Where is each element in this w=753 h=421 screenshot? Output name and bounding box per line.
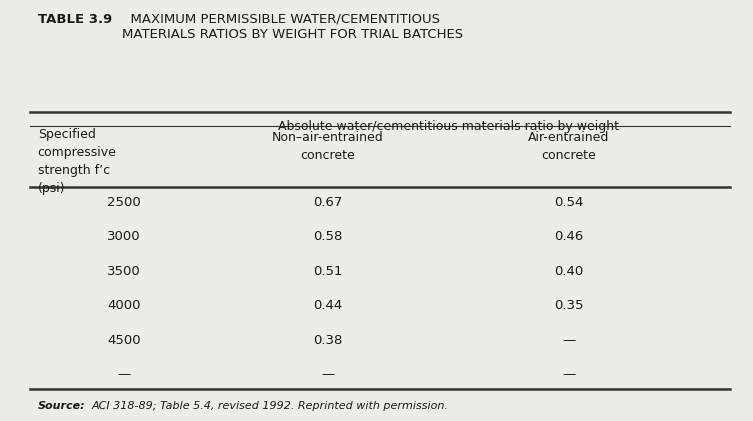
Text: Source:: Source: bbox=[38, 401, 85, 411]
Text: —: — bbox=[562, 334, 575, 347]
Text: 4000: 4000 bbox=[108, 299, 141, 312]
Text: 2500: 2500 bbox=[108, 196, 141, 209]
Text: —: — bbox=[321, 368, 334, 381]
Text: 0.44: 0.44 bbox=[313, 299, 342, 312]
Text: Air-entrained
concrete: Air-entrained concrete bbox=[528, 131, 609, 162]
Text: 0.54: 0.54 bbox=[553, 196, 584, 209]
Text: MAXIMUM PERMISSIBLE WATER/CEMENTITIOUS
MATERIALS RATIOS BY WEIGHT FOR TRIAL BATC: MAXIMUM PERMISSIBLE WATER/CEMENTITIOUS M… bbox=[122, 13, 463, 41]
Text: 0.38: 0.38 bbox=[312, 334, 343, 347]
Text: 4500: 4500 bbox=[108, 334, 141, 347]
Text: Non–air-entrained
concrete: Non–air-entrained concrete bbox=[272, 131, 383, 162]
Text: 0.46: 0.46 bbox=[554, 230, 583, 243]
Text: ACI 318-89; Table 5.4, revised 1992. Reprinted with permission.: ACI 318-89; Table 5.4, revised 1992. Rep… bbox=[92, 401, 449, 411]
Text: Absolute water/cementitious materials ratio by weight: Absolute water/cementitious materials ra… bbox=[278, 120, 618, 133]
Text: 0.40: 0.40 bbox=[554, 265, 583, 278]
Text: TABLE 3.9: TABLE 3.9 bbox=[38, 13, 112, 26]
Text: —: — bbox=[117, 368, 131, 381]
Text: Specified
compressive
strength f’c
(psi): Specified compressive strength f’c (psi) bbox=[38, 128, 117, 195]
Text: 0.35: 0.35 bbox=[553, 299, 584, 312]
Text: 3000: 3000 bbox=[108, 230, 141, 243]
Text: 0.58: 0.58 bbox=[312, 230, 343, 243]
Text: —: — bbox=[562, 368, 575, 381]
Text: 0.51: 0.51 bbox=[312, 265, 343, 278]
Text: 3500: 3500 bbox=[108, 265, 141, 278]
Text: 0.67: 0.67 bbox=[312, 196, 343, 209]
